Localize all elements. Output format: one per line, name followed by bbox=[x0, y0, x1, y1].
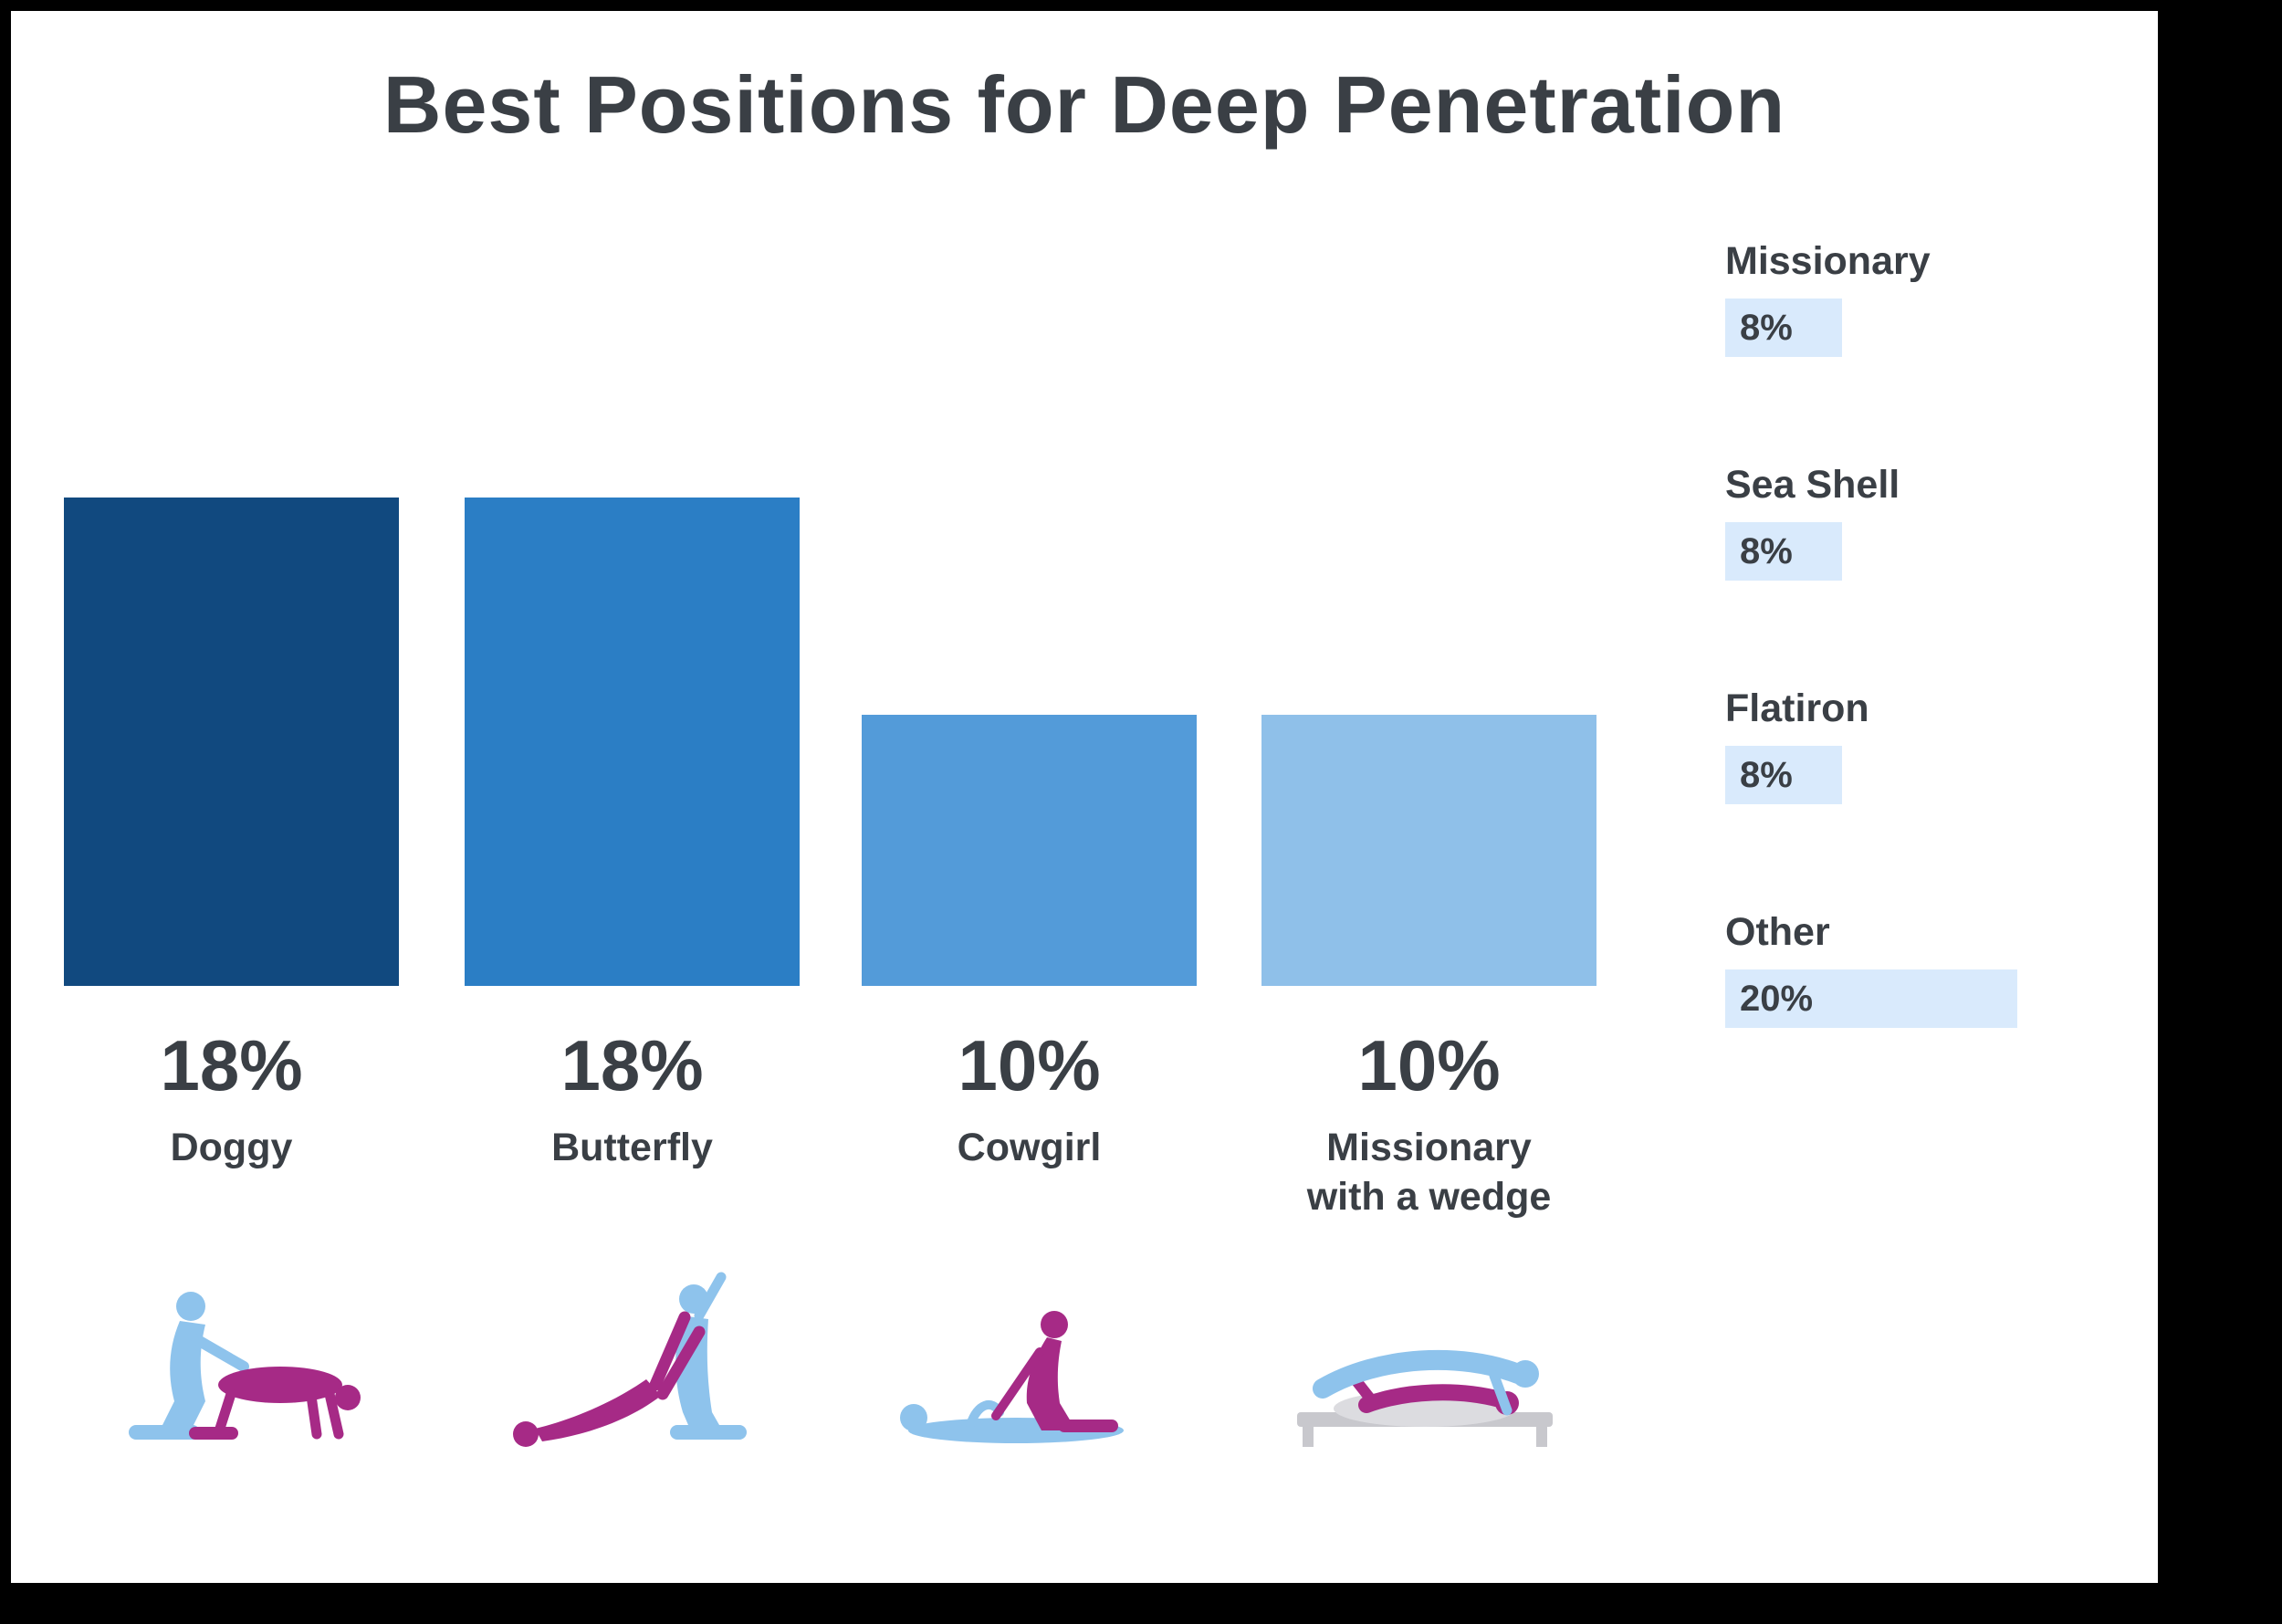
chart-title: Best Positions for Deep Penetration bbox=[382, 59, 1786, 150]
side-bar-missionary: 8% bbox=[1725, 299, 1842, 357]
side-item-other: Other 20% bbox=[1725, 910, 2017, 1028]
cowgirl-illustration bbox=[899, 1311, 1124, 1443]
bar-zone bbox=[1261, 312, 1596, 986]
bar-zone bbox=[465, 312, 800, 986]
bar-name-label: Butterfly bbox=[465, 1124, 800, 1235]
bar-value-label: 18% bbox=[160, 1025, 303, 1105]
infographic-card: Best Positions for Deep Penetration 18% … bbox=[11, 11, 2158, 1583]
bar-group-doggy: 18% Doggy bbox=[64, 312, 399, 1460]
bar-name-text: Doggy bbox=[170, 1126, 293, 1169]
bar-value-label: 10% bbox=[958, 1025, 1101, 1105]
bar-name-text: Butterfly bbox=[551, 1126, 713, 1169]
bar-group-cowgirl: 10% Cowgirl bbox=[862, 312, 1197, 1460]
butterfly-figure bbox=[465, 1268, 800, 1460]
side-bar-value: 8% bbox=[1740, 307, 1793, 348]
bar-name-label: Doggy bbox=[64, 1124, 399, 1235]
missionary-wedge-illustration bbox=[1296, 1349, 1553, 1447]
bar-missionary-wedge bbox=[1261, 715, 1596, 986]
bar-doggy bbox=[64, 498, 399, 986]
side-bars-column: Missionary 8% Sea Shell 8% Flatiron 8% O… bbox=[1725, 239, 2017, 1028]
cowgirl-figure bbox=[862, 1268, 1197, 1460]
bar-name-text: Missionary with a wedge bbox=[1306, 1126, 1552, 1219]
side-bar-value: 20% bbox=[1740, 978, 1814, 1019]
bar-zone bbox=[862, 312, 1197, 986]
side-item-label: Missionary bbox=[1725, 239, 1931, 283]
bar-name-label: Cowgirl bbox=[862, 1124, 1197, 1235]
doggy-figure bbox=[64, 1268, 399, 1460]
bar-cowgirl bbox=[862, 715, 1197, 986]
butterfly-illustration bbox=[512, 1272, 747, 1447]
bar-butterfly bbox=[465, 498, 800, 986]
side-bar-flatiron: 8% bbox=[1725, 746, 1842, 804]
side-bar-sea-shell: 8% bbox=[1725, 522, 1842, 581]
bar-group-butterfly: 18% Butterfly bbox=[465, 312, 800, 1460]
bar-group-missionary-wedge: 10% Missionary with a wedge bbox=[1261, 312, 1596, 1460]
bar-value-label: 10% bbox=[1357, 1025, 1501, 1105]
side-bar-other: 20% bbox=[1725, 969, 2017, 1028]
bar-name-text: Cowgirl bbox=[957, 1126, 1102, 1169]
side-bar-value: 8% bbox=[1740, 754, 1793, 795]
missionary-wedge-figure bbox=[1261, 1268, 1596, 1460]
side-item-label: Sea Shell bbox=[1725, 463, 1900, 507]
bar-zone bbox=[64, 312, 399, 986]
side-item-label: Other bbox=[1725, 910, 1830, 954]
side-item-sea-shell: Sea Shell 8% bbox=[1725, 463, 2017, 581]
side-item-missionary: Missionary 8% bbox=[1725, 239, 2017, 357]
bar-name-label: Missionary with a wedge bbox=[1261, 1124, 1596, 1235]
side-item-flatiron: Flatiron 8% bbox=[1725, 686, 2017, 804]
side-item-label: Flatiron bbox=[1725, 686, 1869, 730]
side-bar-value: 8% bbox=[1740, 530, 1793, 571]
bar-value-label: 18% bbox=[560, 1025, 704, 1105]
doggy-illustration bbox=[128, 1292, 361, 1440]
